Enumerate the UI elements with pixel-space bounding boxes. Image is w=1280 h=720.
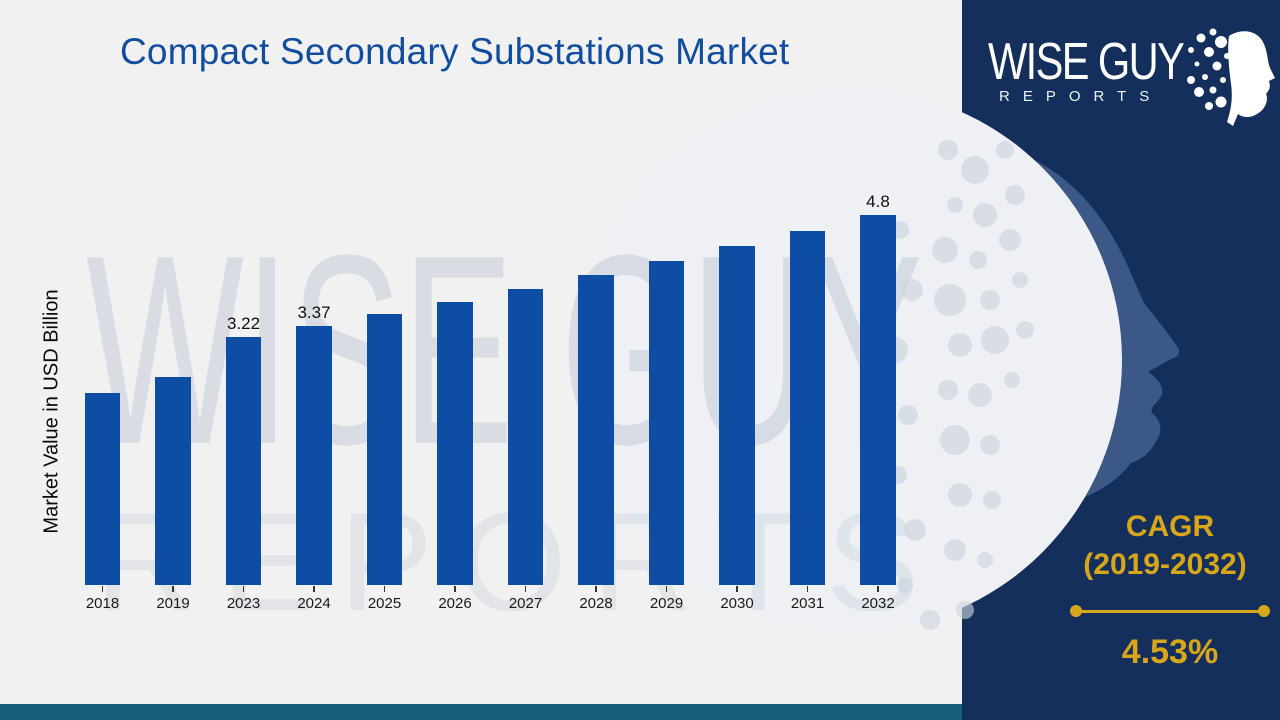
x-axis-tick-label: 2032 [861, 595, 895, 612]
x-axis-tick [383, 586, 386, 592]
cagr-heading: CAGR [1125, 510, 1215, 543]
bar-value-label: 4.8 [866, 192, 890, 211]
brand-logo-sub: REPORTS [999, 88, 1163, 105]
bar [507, 289, 544, 585]
x-axis-tick [806, 586, 809, 592]
bar [155, 377, 191, 585]
x-axis-tick-label: 2018 [85, 595, 120, 612]
bar [437, 302, 473, 585]
x-axis-tick-label: 2024 [297, 595, 331, 612]
cagr-divider [1070, 605, 1270, 617]
brand-logo: WISE GUY REPORTS [985, 28, 1275, 127]
divider-right-dot [1258, 605, 1270, 617]
x-axis-tick-label: 2026 [438, 595, 472, 612]
cagr-block: CAGR (2019-2032) 4.53% [1062, 508, 1278, 672]
x-axis-tick-label: 2019 [156, 595, 190, 612]
watermark-brand-text: WISE GUY [86, 200, 924, 501]
x-axis-tick [101, 586, 104, 592]
bar [648, 261, 685, 585]
x-axis-tick-label: 2027 [508, 595, 543, 612]
bar [366, 314, 403, 585]
x-axis-tick [172, 586, 174, 592]
bar-value-label: 3.37 [297, 303, 331, 322]
x-axis-tick [524, 586, 527, 592]
bar [578, 275, 614, 585]
page-title: Compact Secondary Substations Market [120, 31, 790, 72]
x-axis-tick [313, 586, 315, 592]
x-axis-tick [877, 586, 879, 592]
x-axis-tick-label: 2025 [367, 595, 402, 612]
x-axis-tick [736, 586, 738, 592]
x-axis-tick-label: 2030 [720, 595, 754, 612]
bar-value-label: 3.22 [226, 314, 261, 333]
bar [789, 231, 826, 585]
brand-logo-name: WISE GUY [988, 33, 1185, 91]
cagr-range: (2019-2032) [1083, 547, 1247, 581]
bar [296, 326, 332, 585]
x-axis-tick [454, 586, 456, 592]
x-axis-tick [595, 586, 597, 592]
divider-rule [1074, 610, 1266, 613]
bottom-accent-strip [0, 704, 962, 720]
cagr-value: 4.53% [1121, 633, 1219, 671]
x-axis-tick-label: 2023 [226, 595, 261, 612]
x-axis-tick [242, 586, 245, 592]
bar [719, 246, 755, 585]
bar [225, 337, 262, 585]
x-axis-tick-label: 2031 [790, 595, 825, 612]
x-axis-tick-label: 2029 [649, 595, 684, 612]
head-profile-dots-icon [1187, 28, 1275, 127]
bar [84, 393, 121, 585]
bar [860, 215, 896, 585]
x-axis-tick-label: 2028 [579, 595, 613, 612]
x-axis-tick [665, 586, 668, 592]
